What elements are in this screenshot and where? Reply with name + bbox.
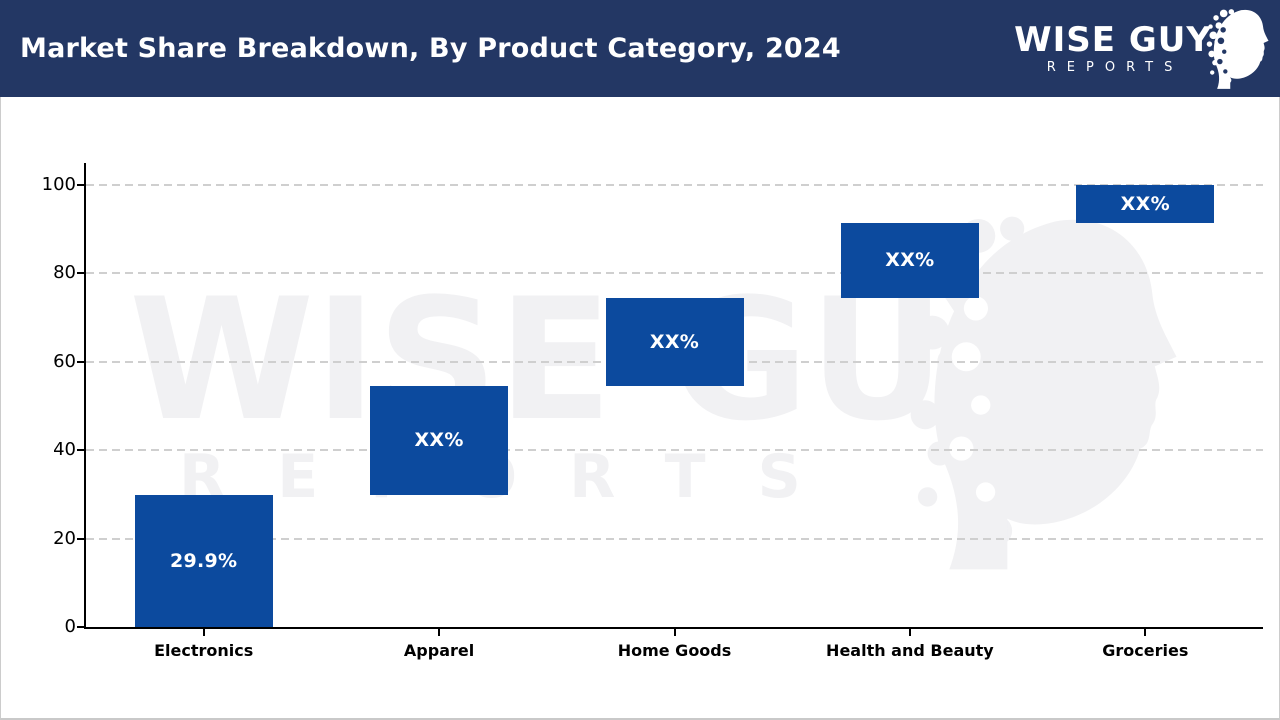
bar-groceries: XX% (1076, 185, 1215, 223)
bar-value-label: XX% (1120, 192, 1170, 215)
bar-value-label: XX% (649, 330, 700, 353)
x-tick-electronics (202, 629, 205, 636)
x-category-label-apparel: Apparel (403, 641, 475, 660)
y-tick-0 (77, 626, 84, 628)
gridline-80 (86, 272, 1263, 275)
y-tick-label-60: 60 (53, 350, 76, 372)
brand-logo: WISE GUY REPORTS (1014, 8, 1272, 90)
gridline-40 (86, 449, 1263, 452)
bar-electronics: 29.9% (134, 494, 273, 627)
y-tick-80 (77, 272, 84, 275)
y-axis-line (84, 163, 86, 629)
brand-logo-text: WISE GUY REPORTS (1014, 23, 1212, 75)
bar-value-label: XX% (885, 249, 935, 272)
chart-canvas: WISE GUY REPORTS 29.9% XX% XX% XX% XX% 0 20 40… (0, 97, 1280, 720)
gridline-100 (86, 184, 1263, 187)
y-tick-label-0: 0 (64, 616, 76, 637)
bar-health-and-beauty: XX% (840, 222, 979, 299)
x-category-label-home-goods: Home Goods (617, 641, 732, 660)
y-tick-40 (77, 449, 84, 452)
x-tick-groceries (1144, 629, 1147, 636)
x-axis-line (84, 627, 1263, 629)
x-category-label-groceries: Groceries (1102, 641, 1189, 660)
y-tick-label-20: 20 (53, 527, 76, 549)
page-title: Market Share Breakdown, By Product Categ… (20, 33, 841, 64)
plot-area: 29.9% XX% XX% XX% XX% (86, 163, 1263, 627)
bar-home-goods: XX% (605, 298, 744, 386)
y-tick-60 (77, 360, 84, 363)
bar-value-label: XX% (414, 429, 464, 452)
waterfall-chart: 29.9% XX% XX% XX% XX% 0 20 40 60 80 100 Electronic… (1, 97, 1279, 718)
header-bar: Market Share Breakdown, By Product Categ… (0, 0, 1280, 97)
x-tick-apparel (438, 629, 441, 636)
y-tick-label-80: 80 (53, 262, 76, 284)
x-category-label-health-and-beauty: Health and Beauty (826, 641, 994, 660)
y-tick-label-100: 100 (41, 174, 76, 196)
bar-apparel: XX% (370, 385, 509, 495)
brand-subname: REPORTS (1046, 59, 1184, 75)
bar-value-label: 29.9% (169, 549, 238, 572)
x-tick-health-and-beauty (908, 629, 911, 636)
x-tick-home-goods (673, 629, 676, 636)
gridline-20 (86, 537, 1263, 540)
brand-name: WISE GUY (1014, 19, 1212, 60)
x-category-label-electronics: Electronics (154, 641, 254, 660)
y-tick-100 (77, 184, 84, 187)
y-tick-20 (77, 537, 84, 540)
face-profile-icon (1206, 8, 1269, 89)
y-tick-label-40: 40 (53, 439, 76, 461)
